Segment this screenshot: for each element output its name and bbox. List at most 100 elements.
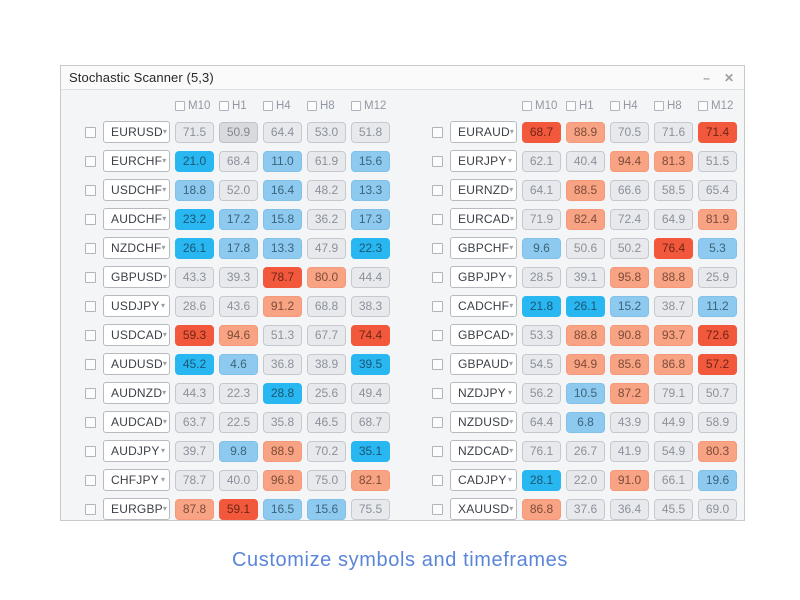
symbol-select[interactable]: AUDCHF ▾ (103, 208, 170, 230)
stoch-value-cell: 22.0 (566, 469, 605, 491)
stoch-value-cell: 17.2 (219, 208, 258, 230)
chevron-down-icon: ▾ (160, 475, 165, 484)
stoch-value-cell: 81.3 (654, 150, 693, 172)
symbol-select[interactable]: USDCAD ▾ (103, 324, 170, 346)
symbol-checkbox[interactable] (85, 387, 96, 399)
stoch-value-cell: 22.3 (351, 237, 390, 259)
symbol-checkbox[interactable] (432, 387, 443, 399)
symbol-checkbox[interactable] (85, 416, 96, 428)
stoch-value-cell: 39.1 (566, 266, 605, 288)
symbol-select[interactable]: GBPUSD ▾ (103, 266, 170, 288)
minimize-button[interactable]: – (703, 70, 710, 85)
symbol-checkbox[interactable] (85, 445, 96, 457)
symbol-select[interactable]: NZDCAD ▾ (450, 440, 517, 462)
stoch-value-cell: 86.8 (522, 498, 561, 520)
timeframe-checkbox[interactable] (351, 100, 361, 111)
symbol-checkbox[interactable] (85, 358, 96, 370)
stoch-value-cell: 15.6 (351, 150, 390, 172)
stoch-value-cell: 87.2 (610, 382, 649, 404)
stoch-value-cell: 51.8 (351, 121, 390, 143)
symbol-select[interactable]: EURJPY ▾ (450, 150, 517, 172)
symbol-checkbox[interactable] (432, 242, 443, 254)
symbol-select[interactable]: GBPCAD ▾ (450, 324, 517, 346)
symbol-select[interactable]: GBPCHF ▾ (450, 237, 517, 259)
window-titlebar[interactable]: Stochastic Scanner (5,3) – ✕ (61, 66, 744, 90)
symbol-checkbox[interactable] (432, 503, 443, 515)
stoch-value-cell: 93.7 (654, 324, 693, 346)
stoch-value-cell: 15.8 (263, 208, 302, 230)
symbol-checkbox[interactable] (432, 358, 443, 370)
symbol-select[interactable]: EURCAD ▾ (450, 208, 517, 230)
symbol-checkbox[interactable] (85, 213, 96, 225)
symbol-select[interactable]: GBPJPY ▾ (450, 266, 517, 288)
timeframe-checkbox[interactable] (307, 100, 317, 111)
symbol-select[interactable]: CHFJPY ▾ (103, 469, 170, 491)
timeframe-checkbox[interactable] (219, 100, 229, 111)
symbol-select[interactable]: AUDNZD ▾ (103, 382, 170, 404)
symbol-checkbox[interactable] (85, 300, 96, 312)
timeframe-checkbox[interactable] (654, 100, 664, 111)
symbol-select[interactable]: NZDUSD ▾ (450, 411, 517, 433)
timeframe-checkbox[interactable] (263, 100, 273, 111)
symbol-checkbox[interactable] (432, 184, 443, 196)
scanner-row: NZDCAD ▾ 76.1 26.7 41.9 54.9 80.3 (432, 440, 737, 462)
scanner-row: XAUUSD ▾ 86.8 37.6 36.4 45.5 69.0 (432, 498, 737, 520)
symbol-checkbox[interactable] (85, 329, 96, 341)
close-button[interactable]: ✕ (723, 70, 734, 85)
symbol-checkbox[interactable] (85, 271, 96, 283)
symbol-checkbox[interactable] (85, 242, 96, 254)
timeframe-header: M10 H1 H4 H8 M12 (175, 98, 390, 113)
stoch-value-cell: 71.4 (698, 121, 737, 143)
symbol-select[interactable]: NZDCHF ▾ (103, 237, 170, 259)
timeframe-checkbox[interactable] (522, 100, 532, 111)
symbol-select[interactable]: USDCHF ▾ (103, 179, 170, 201)
symbol-checkbox[interactable] (85, 126, 96, 138)
stoch-value-cell: 38.7 (654, 295, 693, 317)
symbol-checkbox[interactable] (85, 155, 96, 167)
timeframe-checkbox[interactable] (566, 100, 576, 111)
symbol-select[interactable]: AUDCAD ▾ (103, 411, 170, 433)
symbol-select[interactable]: XAUUSD ▾ (450, 498, 517, 520)
stoch-value-cell: 35.1 (351, 440, 390, 462)
symbol-select[interactable]: CADJPY ▾ (450, 469, 517, 491)
stochastic-scanner-window: Stochastic Scanner (5,3) – ✕ M10 H1 H4 H… (60, 65, 745, 521)
stoch-value-cell: 36.4 (610, 498, 649, 520)
stoch-value-cell: 49.4 (351, 382, 390, 404)
timeframe-checkbox[interactable] (698, 100, 708, 111)
timeframe-checkbox[interactable] (175, 100, 185, 111)
symbol-select[interactable]: USDJPY ▾ (103, 295, 170, 317)
timeframe-checkbox[interactable] (610, 100, 620, 111)
symbol-checkbox[interactable] (432, 213, 443, 225)
symbol-select[interactable]: AUDJPY ▾ (103, 440, 170, 462)
symbol-checkbox[interactable] (432, 445, 443, 457)
symbol-checkbox[interactable] (432, 300, 443, 312)
symbol-checkbox[interactable] (432, 416, 443, 428)
stoch-value-cell: 88.8 (566, 324, 605, 346)
symbol-checkbox[interactable] (432, 271, 443, 283)
symbol-checkbox[interactable] (85, 503, 96, 515)
scanner-row: AUDUSD ▾ 45.2 4.6 36.8 38.9 39.5 (85, 353, 390, 375)
chevron-down-icon: ▾ (162, 156, 167, 165)
stoch-value-cell: 11.0 (263, 150, 302, 172)
symbol-select[interactable]: AUDUSD ▾ (103, 353, 170, 375)
stoch-value-cell: 25.6 (307, 382, 346, 404)
stoch-value-cell: 88.5 (566, 179, 605, 201)
symbol-select[interactable]: NZDJPY ▾ (450, 382, 517, 404)
symbol-checkbox[interactable] (85, 474, 96, 486)
symbol-select[interactable]: CADCHF ▾ (450, 295, 517, 317)
symbol-checkbox[interactable] (432, 329, 443, 341)
stoch-value-cell: 45.5 (654, 498, 693, 520)
symbol-checkbox[interactable] (432, 126, 443, 138)
symbol-select[interactable]: EURUSD ▾ (103, 121, 170, 143)
stoch-value-cell: 40.4 (566, 150, 605, 172)
symbol-select[interactable]: EURNZD ▾ (450, 179, 517, 201)
symbol-checkbox[interactable] (432, 155, 443, 167)
scanner-row: GBPCAD ▾ 53.3 88.8 90.8 93.7 72.6 (432, 324, 737, 346)
symbol-select[interactable]: GBPAUD ▾ (450, 353, 517, 375)
symbol-select[interactable]: EURAUD ▾ (450, 121, 517, 143)
symbol-label: EURCHF (111, 154, 163, 168)
symbol-select[interactable]: EURCHF ▾ (103, 150, 170, 172)
symbol-select[interactable]: EURGBP ▾ (103, 498, 170, 520)
symbol-checkbox[interactable] (85, 184, 96, 196)
symbol-checkbox[interactable] (432, 474, 443, 486)
